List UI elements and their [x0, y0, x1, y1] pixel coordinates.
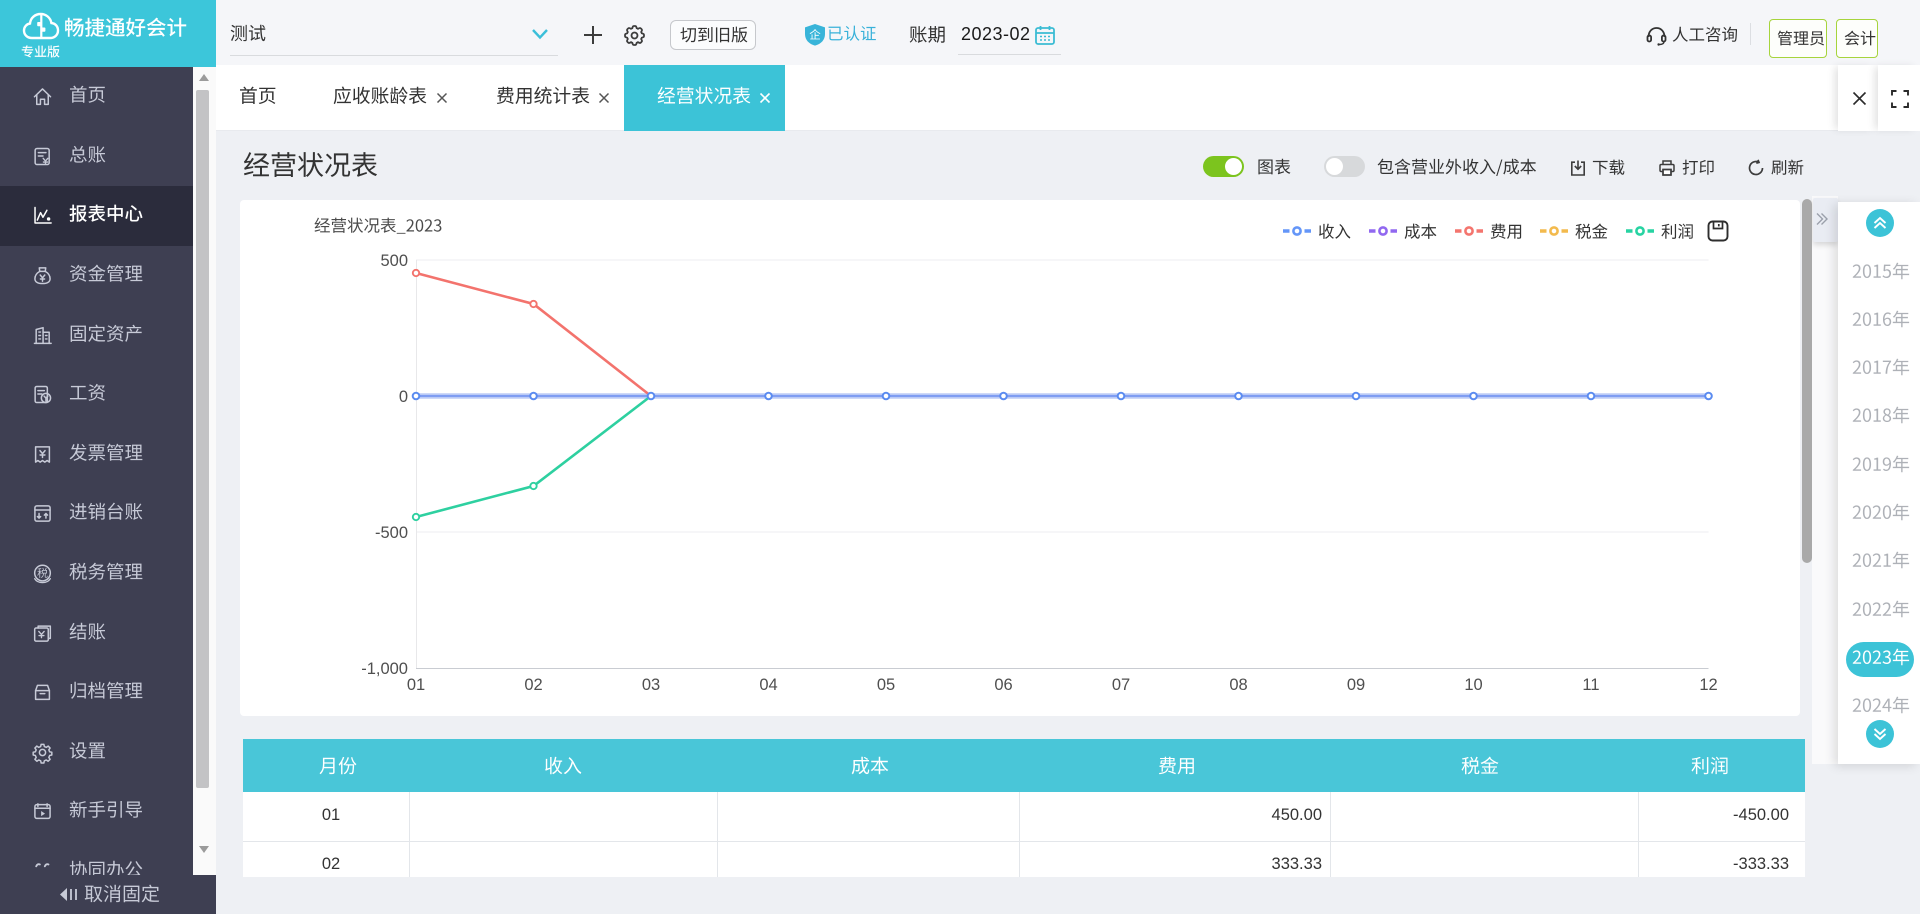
svg-text:06: 06 — [994, 676, 1012, 694]
svg-text:11: 11 — [1582, 676, 1599, 694]
svg-text:04: 04 — [759, 676, 777, 694]
svg-text:09: 09 — [1347, 676, 1365, 694]
svg-text:08: 08 — [1229, 676, 1247, 694]
svg-text:0: 0 — [399, 388, 408, 406]
svg-text:05: 05 — [877, 676, 895, 694]
svg-text:03: 03 — [642, 676, 660, 694]
svg-text:-500: -500 — [375, 524, 408, 542]
svg-text:01: 01 — [407, 676, 425, 694]
svg-text:02: 02 — [524, 676, 542, 694]
svg-text:10: 10 — [1464, 676, 1482, 694]
svg-text:12: 12 — [1699, 676, 1717, 694]
svg-text:500: 500 — [380, 252, 408, 270]
svg-text:-1,000: -1,000 — [361, 660, 408, 678]
svg-text:07: 07 — [1112, 676, 1130, 694]
